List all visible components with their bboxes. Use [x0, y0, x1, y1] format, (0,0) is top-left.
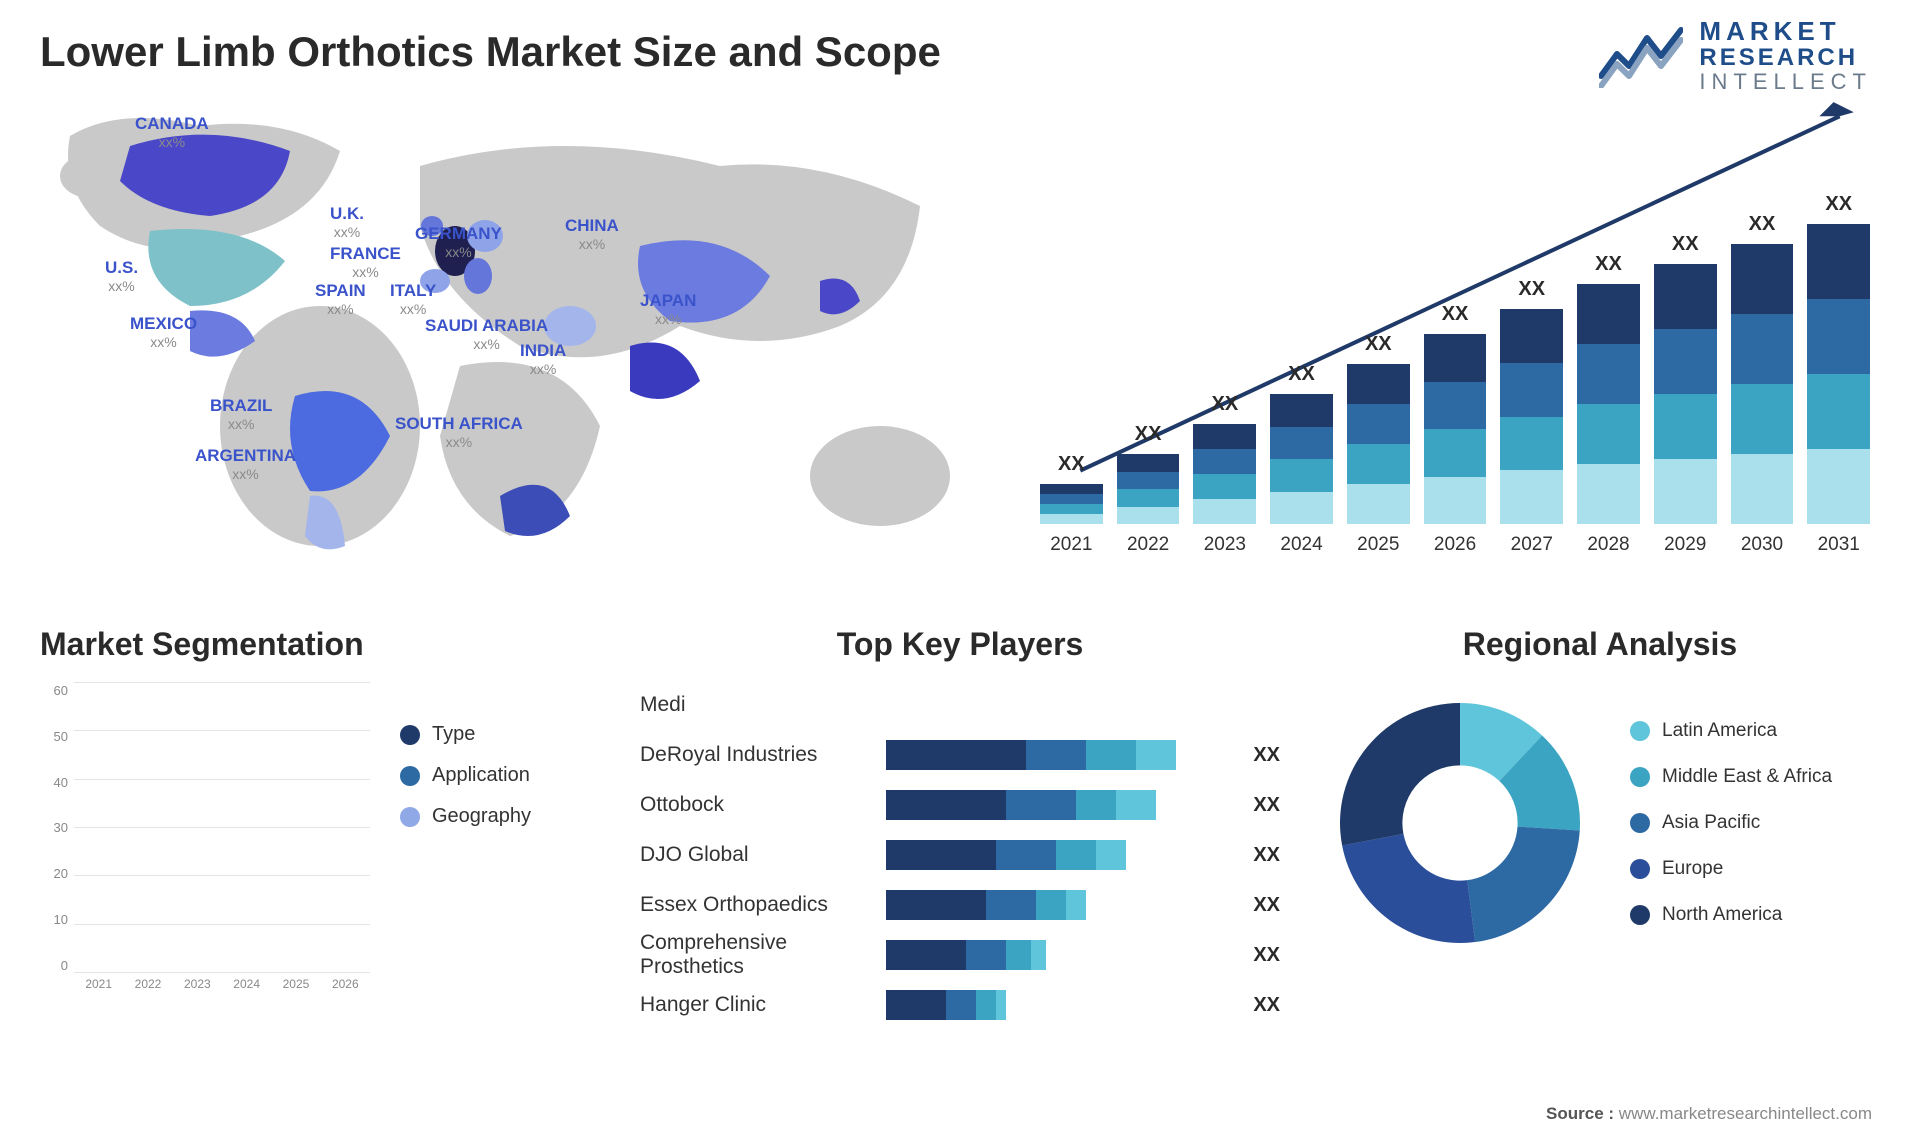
legend-item: Europe	[1630, 858, 1832, 880]
growth-bar: XX2029	[1654, 233, 1717, 556]
donut-slice	[1340, 703, 1460, 845]
regional-legend: Latin America Middle East & Africa Asia Pa…	[1630, 720, 1832, 926]
segmentation-legend: Type Application Geography	[400, 683, 531, 1003]
segmentation-panel: Market Segmentation 6050403020100 202120…	[40, 626, 600, 1056]
map-label: ITALYxx%	[390, 281, 436, 317]
legend-item: Middle East & Africa	[1630, 766, 1832, 788]
map-label: BRAZILxx%	[210, 396, 272, 432]
brand-logo: MARKET RESEARCH INTELLECT	[1599, 18, 1872, 94]
world-map: CANADAxx% U.S.xx% MEXICOxx% BRAZILxx% ARGENT…	[40, 96, 1000, 596]
source-prefix: Source :	[1546, 1104, 1619, 1123]
map-label: U.S.xx%	[105, 258, 138, 294]
player-row: Essex OrthopaedicsXX	[640, 883, 1280, 927]
player-row: Medi	[640, 683, 1280, 727]
map-label: SOUTH AFRICAxx%	[395, 414, 523, 450]
growth-bar: XX2028	[1577, 253, 1640, 556]
legend-item: North America	[1630, 904, 1832, 926]
growth-bar: XX2023	[1193, 393, 1256, 556]
map-label: U.K.xx%	[330, 204, 364, 240]
source-attribution: Source : www.marketresearchintellect.com	[1546, 1104, 1872, 1124]
legend-item: Type	[400, 723, 531, 746]
map-label: MEXICOxx%	[130, 314, 197, 350]
donut-slice	[1467, 827, 1580, 942]
map-label: SPAINxx%	[315, 281, 366, 317]
logo-icon	[1599, 24, 1683, 88]
donut-slice	[1342, 834, 1475, 943]
player-row: Hanger ClinicXX	[640, 983, 1280, 1027]
map-label: INDIAxx%	[520, 341, 566, 377]
legend-item: Asia Pacific	[1630, 812, 1832, 834]
growth-bar: XX2021	[1040, 453, 1103, 556]
growth-bar: XX2031	[1807, 193, 1870, 556]
growth-bar: XX2024	[1270, 363, 1333, 556]
growth-bar: XX2022	[1117, 423, 1180, 556]
growth-chart: XX2021XX2022XX2023XX2024XX2025XX2026XX20…	[1030, 96, 1880, 596]
map-label: GERMANYxx%	[415, 224, 502, 260]
key-players-panel: Top Key Players Medi DeRoyal IndustriesXX…	[640, 626, 1280, 1056]
regional-panel: Regional Analysis Latin America Middle Ea…	[1320, 626, 1880, 1056]
player-row: OttobockXX	[640, 783, 1280, 827]
segmentation-chart: 6050403020100 202120222023202420252026	[40, 683, 370, 1003]
map-label: CANADAxx%	[135, 114, 209, 150]
logo-line-1: MARKET	[1699, 18, 1872, 45]
player-row: DeRoyal IndustriesXX	[640, 733, 1280, 777]
regional-donut	[1320, 683, 1600, 963]
map-label: CHINAxx%	[565, 216, 619, 252]
key-players-title: Top Key Players	[640, 626, 1280, 663]
growth-bar: XX2027	[1500, 278, 1563, 556]
map-label: JAPANxx%	[640, 291, 696, 327]
segmentation-title: Market Segmentation	[40, 626, 600, 663]
key-players-chart: Medi DeRoyal IndustriesXX OttobockXX DJO Gl…	[640, 683, 1280, 1027]
map-label: ARGENTINAxx%	[195, 446, 296, 482]
player-row: DJO GlobalXX	[640, 833, 1280, 877]
legend-item: Geography	[400, 805, 531, 828]
legend-item: Latin America	[1630, 720, 1832, 742]
source-url: www.marketresearchintellect.com	[1619, 1104, 1872, 1123]
legend-item: Application	[400, 764, 531, 787]
regional-title: Regional Analysis	[1320, 626, 1880, 663]
growth-bar: XX2030	[1731, 213, 1794, 556]
map-label: FRANCExx%	[330, 244, 401, 280]
logo-line-2: RESEARCH	[1699, 45, 1872, 70]
growth-bar: XX2025	[1347, 333, 1410, 556]
growth-bar: XX2026	[1424, 303, 1487, 556]
player-row: Comprehensive ProstheticsXX	[640, 933, 1280, 977]
logo-line-3: INTELLECT	[1699, 70, 1872, 93]
